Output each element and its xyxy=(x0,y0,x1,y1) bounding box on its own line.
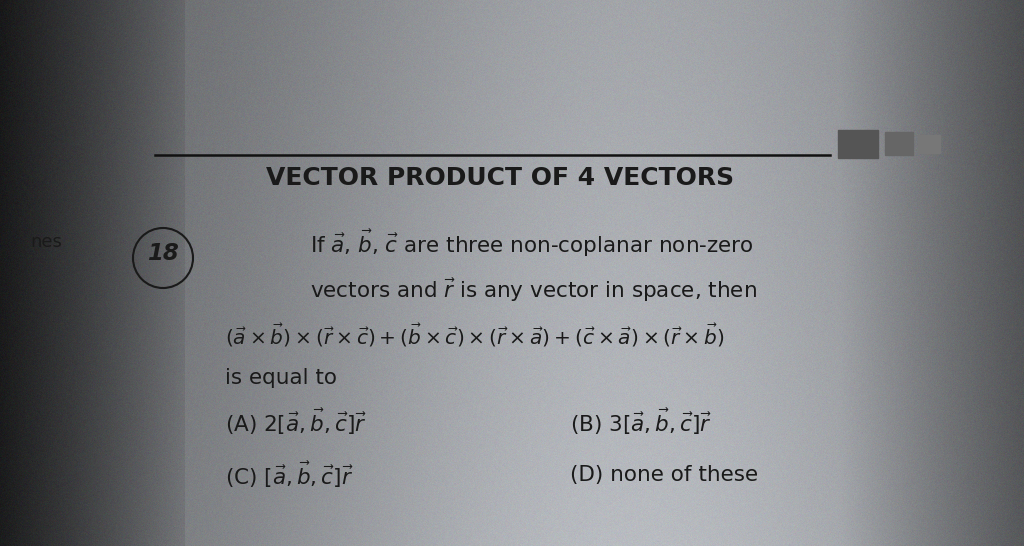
Bar xyxy=(838,130,878,158)
Text: (D) none of these: (D) none of these xyxy=(570,465,758,485)
Text: 18: 18 xyxy=(147,242,179,265)
Text: $(\vec{a}\times\vec{b})\times(\vec{r}\times\vec{c})+(\vec{b}\times\vec{c})\times: $(\vec{a}\times\vec{b})\times(\vec{r}\ti… xyxy=(225,321,725,349)
Bar xyxy=(918,135,940,153)
Text: VECTOR PRODUCT OF 4 VECTORS: VECTOR PRODUCT OF 4 VECTORS xyxy=(266,166,734,190)
Text: vectors and $\vec{r}$ is any vector in space, then: vectors and $\vec{r}$ is any vector in s… xyxy=(310,276,757,304)
Bar xyxy=(885,132,913,155)
Text: nes: nes xyxy=(30,233,61,251)
Text: (B) $3[\vec{a},\vec{b},\vec{c}]\vec{r}$: (B) $3[\vec{a},\vec{b},\vec{c}]\vec{r}$ xyxy=(570,407,713,437)
Text: If $\vec{a}$, $\vec{b}$, $\vec{c}$ are three non-coplanar non-zero: If $\vec{a}$, $\vec{b}$, $\vec{c}$ are t… xyxy=(310,228,754,259)
Text: (C) $[\vec{a},\vec{b},\vec{c}]\vec{r}$: (C) $[\vec{a},\vec{b},\vec{c}]\vec{r}$ xyxy=(225,460,354,490)
Text: is equal to: is equal to xyxy=(225,368,337,388)
Text: (A) $2[\vec{a},\vec{b},\vec{c}]\vec{r}$: (A) $2[\vec{a},\vec{b},\vec{c}]\vec{r}$ xyxy=(225,407,368,437)
